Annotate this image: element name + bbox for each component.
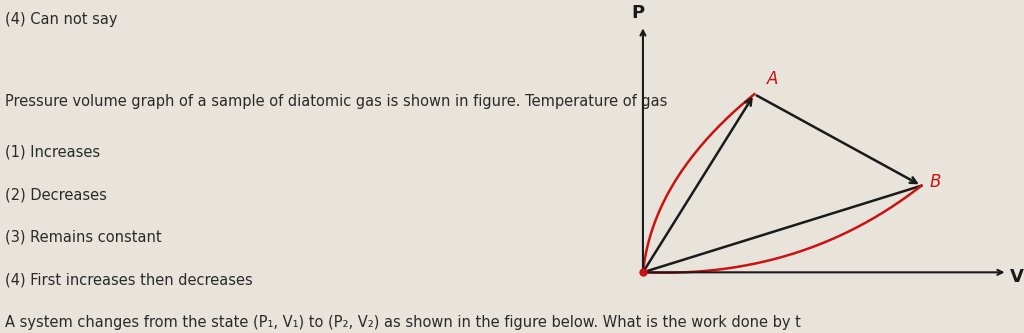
- Text: Pressure volume graph of a sample of diatomic gas is shown in figure. Temperatur: Pressure volume graph of a sample of dia…: [5, 94, 668, 109]
- Text: (2) Decreases: (2) Decreases: [5, 187, 106, 202]
- Text: B: B: [930, 173, 941, 191]
- Text: (4) Can not say: (4) Can not say: [5, 12, 118, 27]
- Text: V: V: [1010, 268, 1023, 286]
- Text: A: A: [767, 70, 778, 88]
- Text: A system changes from the state (P₁, V₁) to (P₂, V₂) as shown in the figure belo: A system changes from the state (P₁, V₁)…: [5, 315, 801, 330]
- Text: P: P: [632, 4, 644, 22]
- Text: (1) Increases: (1) Increases: [5, 145, 100, 160]
- Text: (3) Remains constant: (3) Remains constant: [5, 230, 162, 245]
- Text: (4) First increases then decreases: (4) First increases then decreases: [5, 272, 253, 287]
